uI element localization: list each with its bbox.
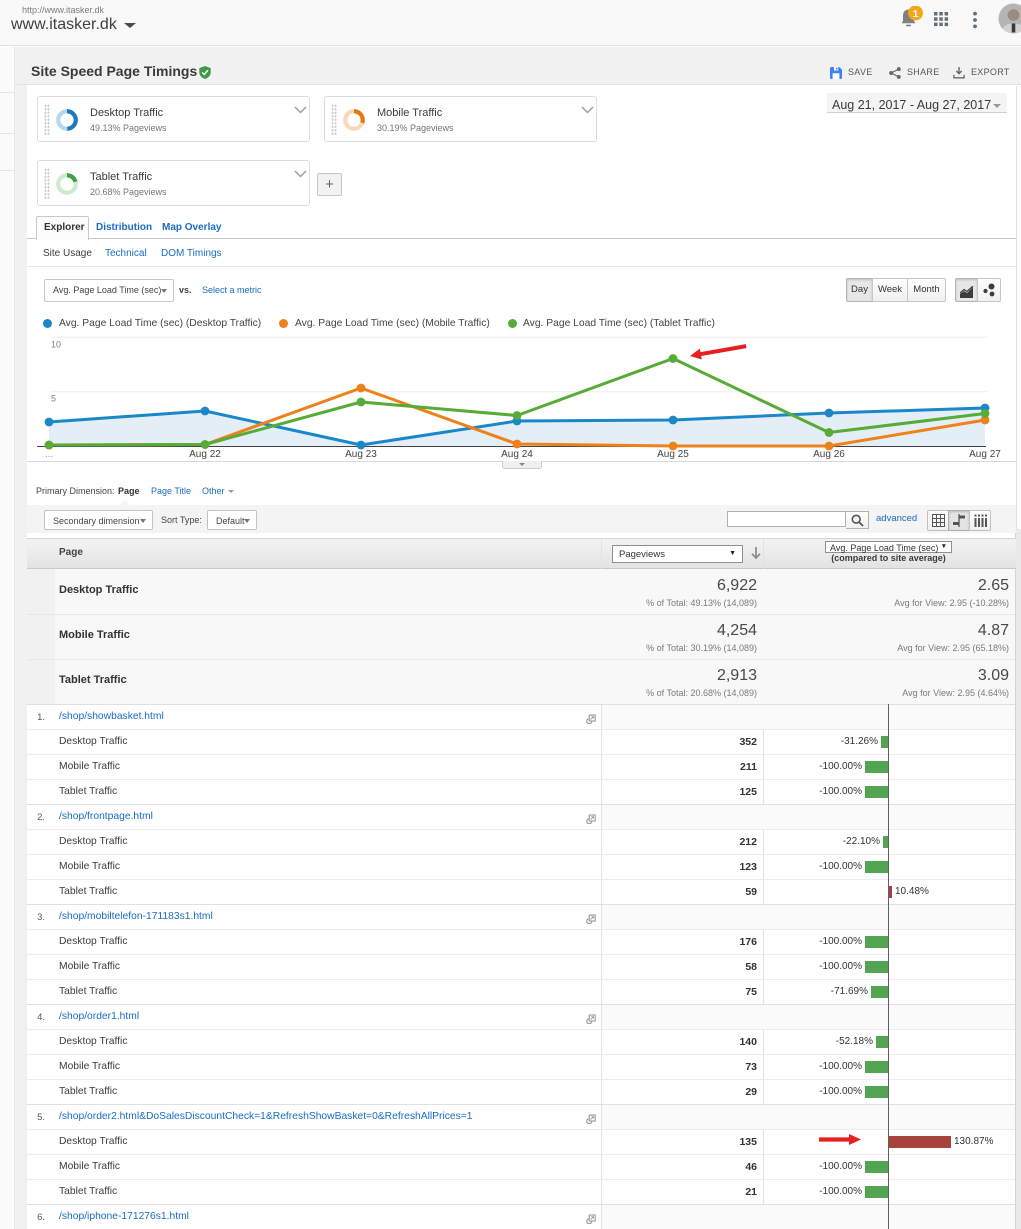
svg-text:5: 5 xyxy=(51,394,56,404)
svg-text:1: 1 xyxy=(913,8,919,20)
svg-text:10: 10 xyxy=(51,340,61,350)
